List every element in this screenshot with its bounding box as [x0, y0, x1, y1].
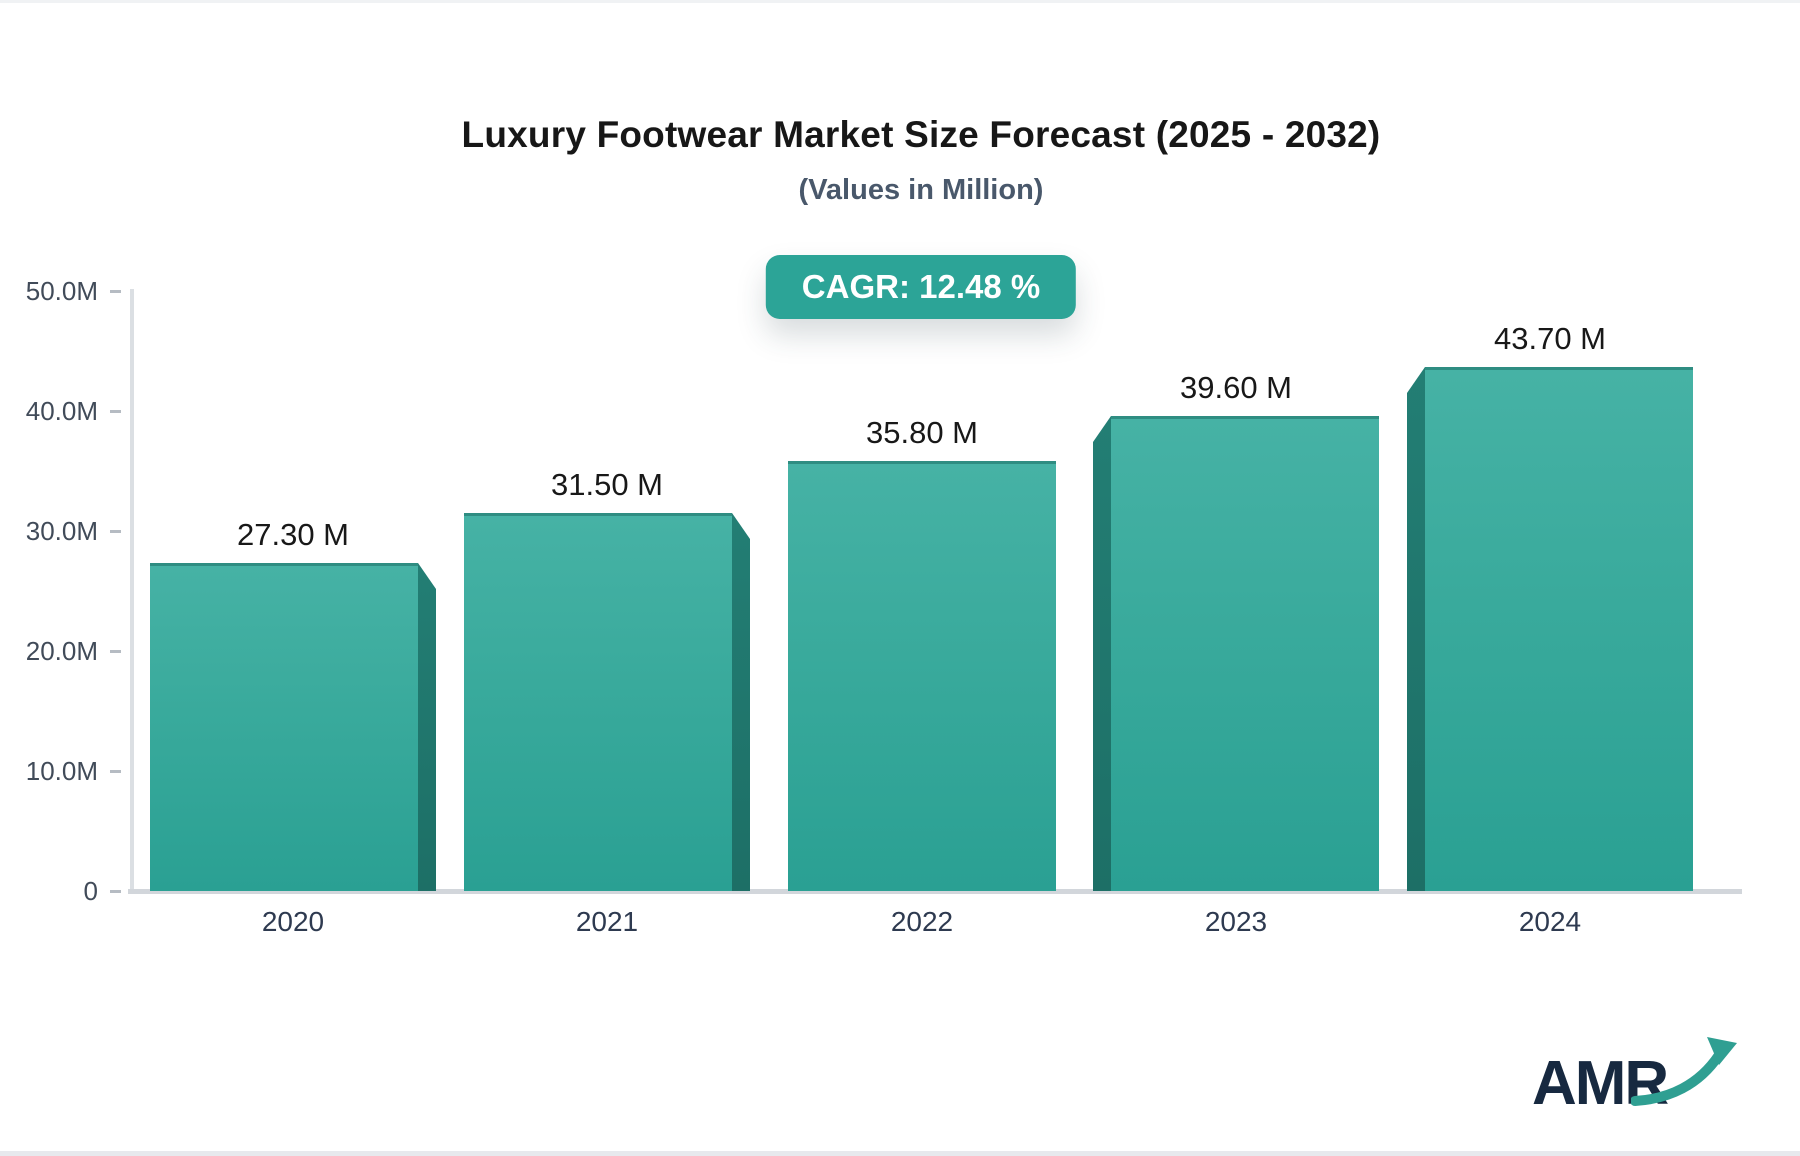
y-axis-tick-label: 0 [83, 876, 98, 906]
y-axis-tick-mark [110, 530, 121, 533]
chart-subtitle: (Values in Million) [798, 174, 1044, 206]
brand-logo: AMR [1532, 1035, 1749, 1115]
y-axis-tick-label: 50.0M [25, 276, 98, 306]
bar-face [464, 513, 732, 891]
y-axis-tick-mark [110, 890, 121, 893]
y-axis-tick-label: 10.0M [25, 756, 98, 786]
bar-side-face [732, 513, 750, 891]
bar[interactable] [779, 461, 1065, 891]
y-axis-tick-label: 40.0M [25, 396, 98, 426]
y-axis-tick-label: 20.0M [25, 636, 98, 666]
bar[interactable] [1093, 416, 1379, 891]
bar-side-face [418, 563, 436, 891]
cagr-badge: CAGR: 12.48 % [765, 255, 1077, 319]
x-axis-label: 2020 [261, 906, 325, 937]
y-axis-tick-mark [110, 410, 121, 413]
bar-side-face [1407, 367, 1425, 891]
y-axis-tick-label: 30.0M [25, 516, 98, 546]
chart-title: Luxury Footwear Market Size Forecast (20… [461, 114, 1381, 155]
bar-value-label: 35.80 M [865, 415, 978, 450]
bar-value-label: 39.60 M [1179, 370, 1292, 405]
y-axis-tick-mark [110, 650, 121, 653]
growth-arrow-icon [1631, 1037, 1738, 1106]
bar-value-label: 43.70 M [1493, 321, 1606, 356]
bar[interactable] [150, 563, 436, 891]
x-axis-baseline [128, 889, 1742, 894]
bar[interactable] [464, 513, 750, 891]
y-axis-tick-mark [110, 290, 121, 293]
x-axis-label: 2024 [1518, 906, 1582, 937]
x-axis-label: 2023 [1204, 906, 1268, 937]
bar[interactable] [1407, 367, 1693, 891]
bar-face [150, 563, 418, 891]
x-axis-label: 2021 [575, 906, 639, 937]
bar-face [788, 461, 1056, 891]
bar-value-label: 27.30 M [236, 517, 349, 552]
bar-side-face [1093, 416, 1111, 891]
y-axis-line [130, 289, 134, 891]
x-axis-label: 2022 [890, 906, 954, 937]
bar-value-label: 31.50 M [550, 467, 663, 502]
bar-face [1425, 367, 1693, 891]
bar-face [1111, 416, 1379, 891]
y-axis-tick-mark [110, 770, 121, 773]
